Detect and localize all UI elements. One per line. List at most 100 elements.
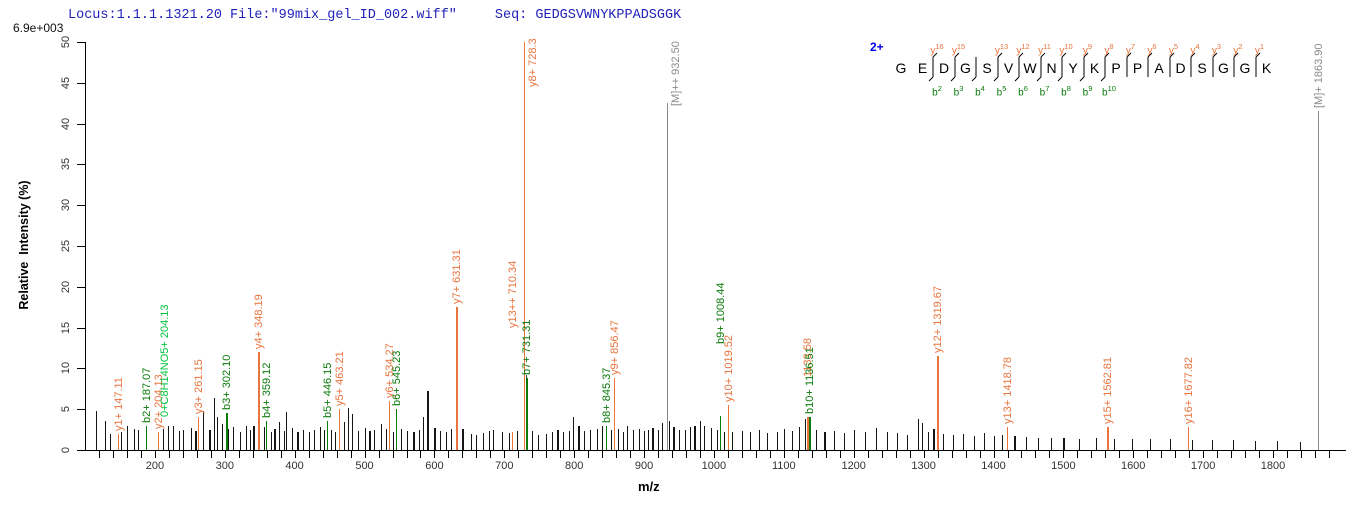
x-axis-tick-label: 300 [215, 460, 234, 472]
peak [278, 422, 280, 450]
residue-letter: K [1261, 60, 1272, 76]
cleavage-mark [1143, 52, 1155, 87]
locus-file-label: Locus:1.1.1.1321.20 File:"99mix_gel_ID_0… [68, 8, 457, 23]
peak [694, 425, 696, 450]
peak [704, 426, 706, 450]
peak [451, 428, 453, 450]
peak [572, 417, 574, 450]
peak [406, 431, 408, 450]
peak-y [338, 409, 341, 450]
x-axis-tick [1231, 450, 1233, 458]
y-ion-label: y7 [1125, 42, 1136, 57]
peak-b [526, 378, 528, 450]
peak-y [524, 42, 526, 450]
peak-label: y7+ 631.31 [451, 249, 464, 305]
peak [983, 432, 985, 450]
peak [627, 426, 629, 450]
peak [476, 434, 478, 450]
peak [364, 428, 366, 450]
cleavage-mark [1100, 52, 1112, 87]
x-axis-tick [1259, 450, 1260, 458]
x-axis-tick [686, 450, 687, 458]
peak-label: y13++ 710.34 [506, 260, 519, 328]
peak [776, 432, 778, 450]
cleavage-mark [1057, 52, 1069, 87]
peak [434, 428, 436, 450]
peak [419, 429, 421, 450]
peak-y [613, 378, 615, 450]
peak-precursor [1317, 111, 1320, 450]
peak-label: y15+ 1562.81 [1102, 357, 1115, 425]
x-axis-tick [1287, 450, 1288, 458]
x-axis-tick [602, 450, 604, 458]
peak [658, 429, 660, 450]
x-axis-tick [965, 450, 967, 458]
peak [922, 423, 924, 450]
peak [228, 428, 230, 450]
residue-letter: D [938, 60, 950, 76]
y-ion-label: y3 [1211, 42, 1222, 57]
x-axis-tick [1021, 450, 1023, 458]
x-axis-tick [434, 450, 436, 458]
peak [240, 432, 242, 450]
x-axis-line [85, 450, 1346, 451]
y-ion-label: y10 [1059, 42, 1073, 57]
x-axis-tick [1063, 450, 1065, 458]
peak-b [719, 415, 722, 450]
peak [253, 425, 255, 450]
y-axis-tick [77, 368, 85, 370]
peak [723, 432, 725, 450]
peak [834, 431, 836, 450]
x-axis-tick [937, 450, 939, 458]
peak-label: [M]++ 932.50 [669, 41, 682, 106]
cleavage-mark [993, 52, 1005, 87]
peak [233, 427, 235, 450]
y-axis-tick-label: 35 [60, 158, 72, 171]
peak [669, 420, 671, 450]
x-axis-tick [951, 450, 953, 458]
peak-y [456, 307, 458, 450]
peak-b [396, 409, 398, 450]
x-axis-tick [154, 450, 156, 458]
max-intensity-label: 6.9e+003 [13, 21, 64, 35]
peak [104, 420, 106, 450]
residue-letter: G [1218, 60, 1229, 76]
cleavage-mark [1014, 52, 1026, 87]
x-axis-tick [867, 450, 869, 458]
peak [283, 431, 285, 450]
peak [1025, 436, 1027, 450]
peak-label: b8+ 845.37 [600, 367, 613, 423]
x-axis-tick [1189, 450, 1191, 458]
peak [462, 428, 464, 450]
peak [126, 425, 129, 450]
peak-y [388, 401, 390, 450]
y-axis-tick-label: 20 [60, 280, 72, 293]
x-axis-tick [797, 450, 799, 458]
peak [610, 429, 612, 450]
peak-b [326, 421, 329, 450]
peak [413, 432, 415, 450]
x-axis-tick-label: 1100 [771, 460, 796, 472]
x-axis-tick [280, 450, 282, 458]
peak [213, 397, 215, 450]
peak [537, 435, 539, 450]
peak-y [1107, 427, 1109, 450]
residue-letter: E [917, 60, 928, 76]
peak [331, 429, 333, 450]
x-axis-tick [462, 450, 464, 458]
y-axis-line [85, 42, 86, 450]
peak [483, 432, 485, 450]
y-ion-label: y11 [1038, 42, 1051, 57]
y-axis-tick [77, 327, 85, 329]
x-axis-tick-label: 1700 [1190, 460, 1216, 472]
peak [374, 430, 376, 450]
peak [352, 414, 354, 450]
x-axis-tick [560, 450, 562, 458]
y-ion-label: y1 [1254, 42, 1265, 57]
y-axis-tick [77, 205, 85, 207]
peak [369, 431, 371, 450]
cleavage-mark [1229, 52, 1241, 87]
peak [1254, 441, 1256, 450]
sequence-label: Seq: GEDGSVWNYKPPADSGGK [494, 8, 682, 23]
